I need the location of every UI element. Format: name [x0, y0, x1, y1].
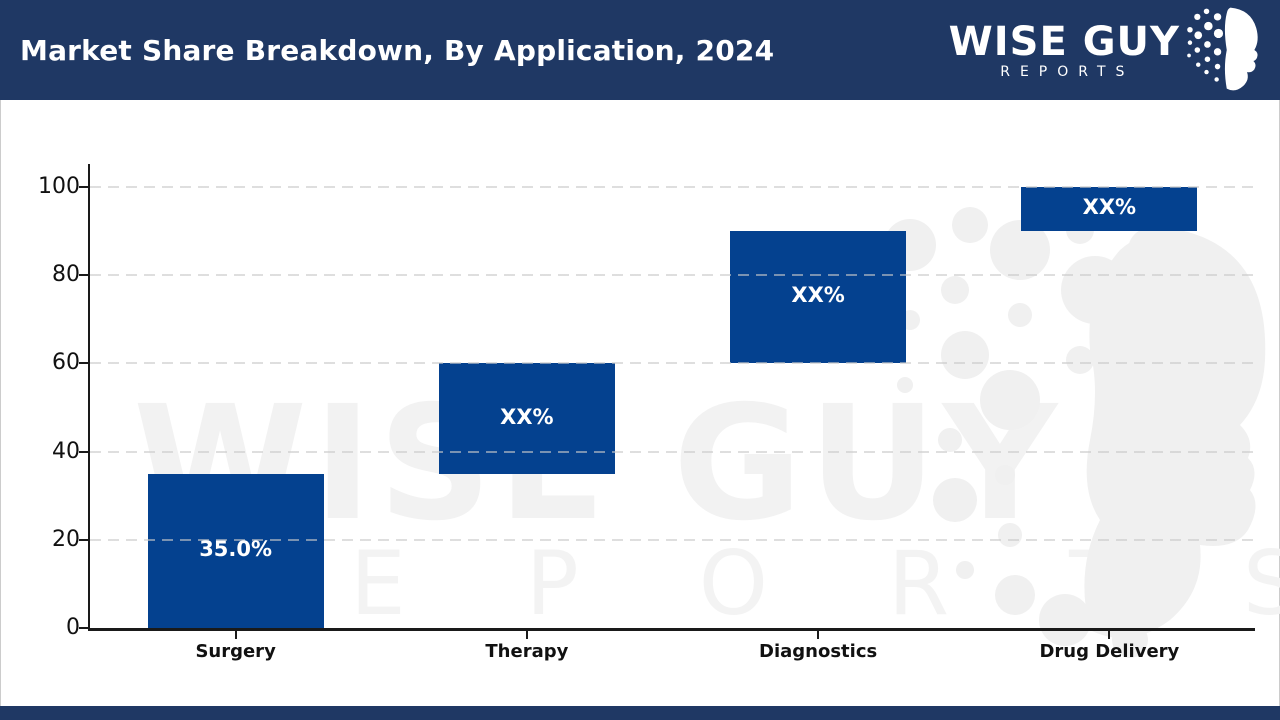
brand-logo: WISE GUY REPORTS — [949, 0, 1266, 100]
gridline — [90, 450, 1255, 453]
watermark-head-dots — [884, 207, 1266, 658]
bar-drug-delivery — [1021, 187, 1198, 232]
bar-value-label: 35.0% — [199, 536, 273, 561]
y-tick-mark — [79, 274, 88, 277]
x-tick-mark — [817, 631, 820, 639]
x-category-label: Therapy — [485, 641, 569, 662]
gridline — [90, 362, 1255, 365]
header-bar: Market Share Breakdown, By Application, … — [0, 0, 1280, 100]
y-tick-label: 80 — [52, 262, 80, 288]
bar-value-label: XX% — [500, 404, 554, 429]
gridline — [90, 538, 1255, 541]
y-axis-spine — [88, 164, 90, 630]
y-tick-label: 20 — [52, 526, 80, 552]
x-tick-mark — [1108, 631, 1111, 639]
brand-subtitle: REPORTS — [1000, 63, 1135, 80]
y-tick-mark — [79, 627, 88, 629]
y-tick-mark — [79, 362, 88, 365]
bar-value-label: XX% — [1082, 195, 1137, 220]
x-tick-mark — [525, 631, 528, 639]
brand-head-icon — [1187, 7, 1258, 91]
bar-surgery — [147, 473, 324, 628]
y-tick-mark — [79, 538, 88, 541]
x-category-label: Diagnostics — [759, 641, 878, 662]
y-tick-mark — [79, 186, 88, 188]
y-tick-label: 40 — [52, 438, 80, 464]
x-category-label: Drug Delivery — [1039, 641, 1180, 662]
brand-logo-text: WISE GUY REPORTS — [949, 22, 1180, 79]
bar-therapy — [438, 363, 615, 474]
x-tick-mark — [234, 631, 237, 639]
footer-bar — [0, 706, 1280, 720]
x-category-label: Surgery — [195, 641, 276, 662]
gridline — [90, 186, 1255, 188]
y-tick-label: 0 — [66, 615, 80, 640]
page-title: Market Share Breakdown, By Application, … — [20, 33, 775, 67]
gridline — [90, 274, 1255, 277]
bar-value-label: XX% — [791, 283, 845, 308]
x-axis-spine — [88, 628, 1255, 631]
y-tick-label: 100 — [38, 174, 80, 199]
brand-name: WISE GUY — [948, 18, 1180, 65]
y-tick-mark — [79, 450, 88, 453]
y-tick-label: 60 — [52, 350, 80, 376]
bar-diagnostics — [730, 231, 907, 364]
